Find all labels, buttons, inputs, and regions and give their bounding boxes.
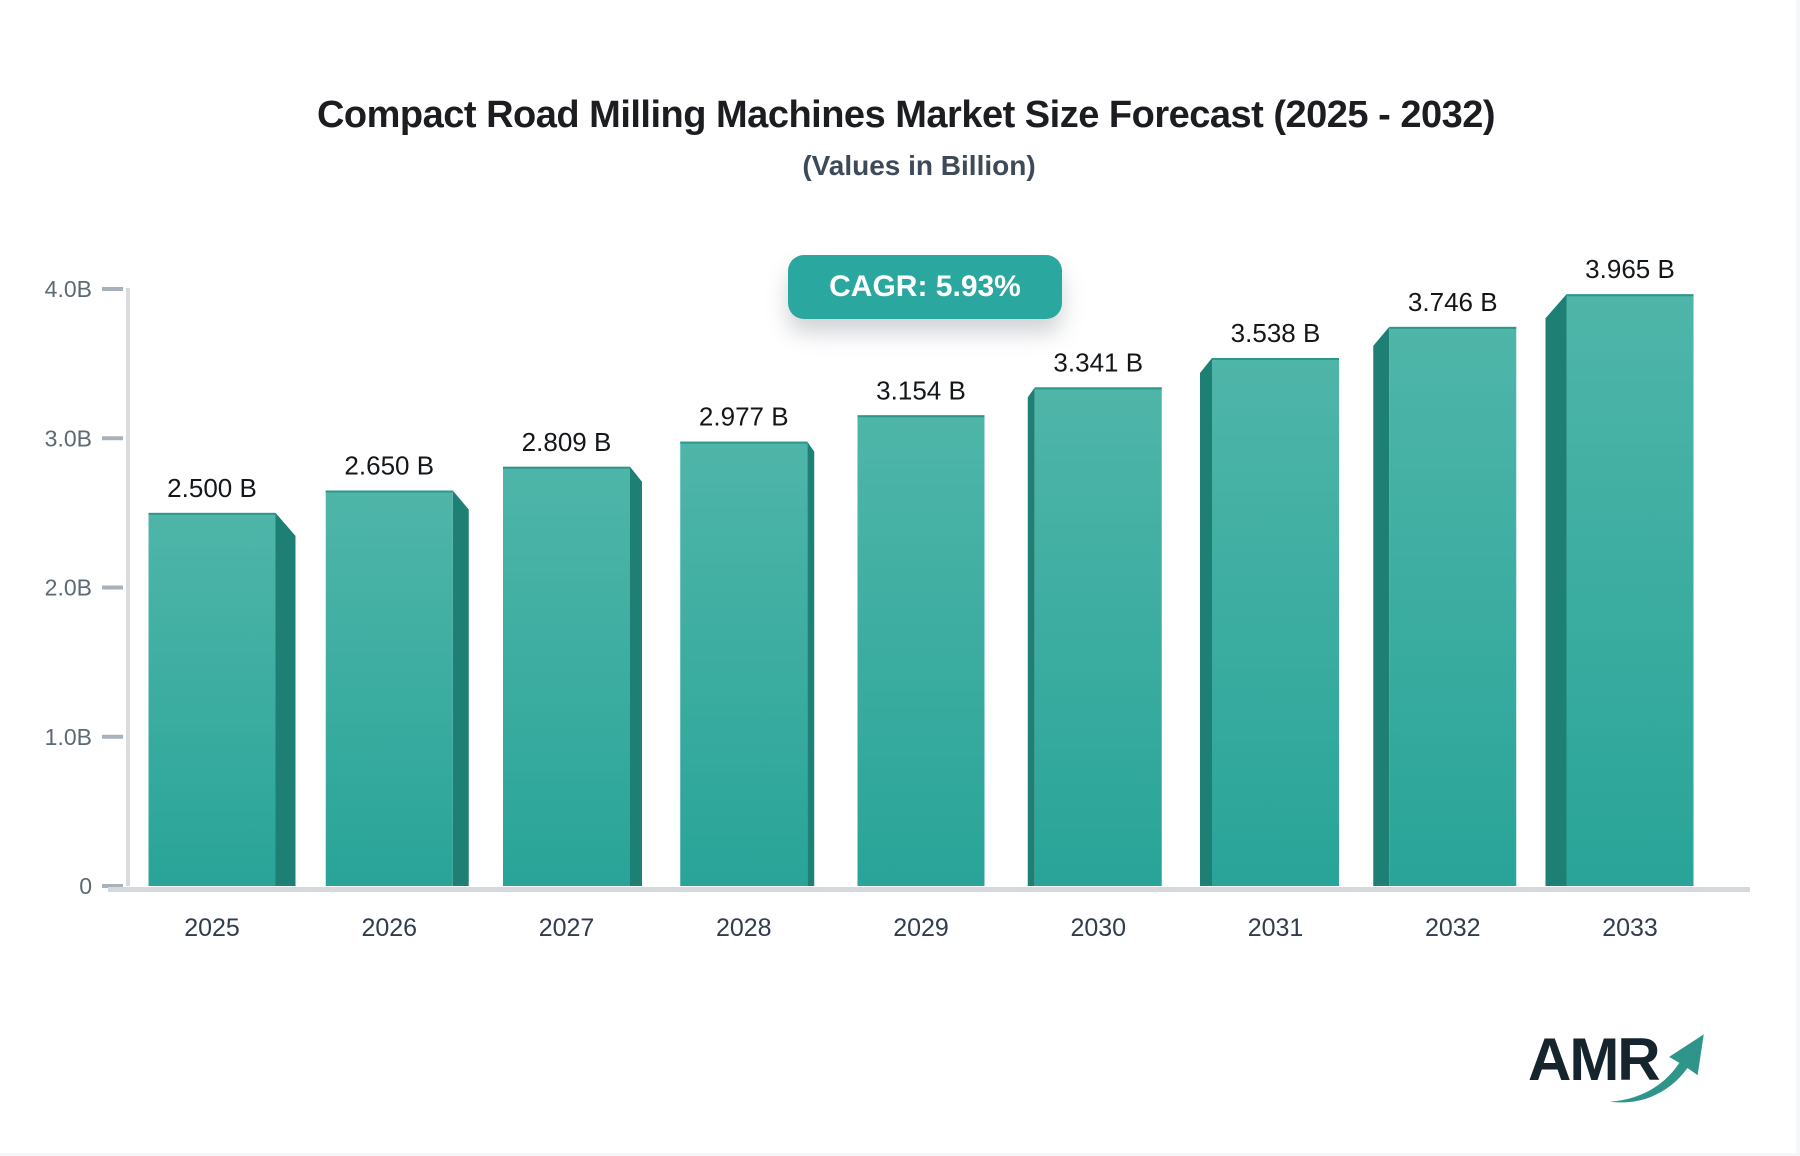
bar-2028 [680,441,808,886]
bar-2031 [1212,357,1339,886]
bar-side-panel [1373,326,1390,886]
y-axis-label: 4.0B [45,276,92,302]
bar-value-label: 3.746 B [1408,287,1498,317]
bar-2030 [1034,387,1162,886]
x-axis-label: 2026 [361,914,417,942]
bar-side-panel [452,490,469,886]
bar-side-panel [1200,357,1212,886]
amr-logo-text: AMR [1528,1026,1661,1093]
bar-2026 [325,490,453,886]
x-axis-label: 2029 [893,914,949,942]
bar-side-panel [807,441,815,886]
bar-side-panel [630,466,642,886]
bar-value-label: 3.538 B [1231,318,1321,348]
bar-value-label: 3.965 B [1585,254,1675,284]
y-axis-label: 0 [79,873,92,899]
cagr-badge: CAGR: 5.93% [788,255,1062,319]
bar-value-label: 2.650 B [344,450,434,480]
amr-logo: AMR [1528,1030,1728,1120]
bar-side-panel [275,512,296,886]
x-axis-label: 2025 [184,914,240,942]
bar-2025 [148,512,276,886]
y-axis-label: 2.0B [45,575,92,601]
x-axis-label: 2028 [716,914,772,942]
y-axis-tick [102,734,123,739]
bar-2032 [1389,326,1517,886]
x-axis-label: 2032 [1425,914,1481,942]
bar-value-label: 3.154 B [876,375,966,405]
bar-value-label: 2.500 B [167,473,257,503]
bar-value-label: 3.341 B [1053,347,1143,377]
bar-value-label: 2.809 B [522,427,612,457]
y-axis-label: 1.0B [45,724,92,750]
y-axis-tick [102,585,123,590]
bar-side-panel [1027,387,1035,886]
bar-side-panel [1545,294,1567,886]
page-title: Compact Road Milling Machines Market Siz… [316,94,1496,136]
y-axis-tick [102,884,123,888]
bar-value-label: 2.977 B [699,402,789,432]
bar-2029 [857,415,985,886]
bar-2027 [503,466,630,886]
x-axis-line [108,887,1750,892]
y-axis-line [126,288,130,886]
x-axis-label: 2031 [1248,914,1304,942]
growth-arrow-icon [1610,1034,1704,1103]
y-axis-label: 3.0B [45,425,92,451]
page-subtitle: (Values in Billion) [802,150,1036,181]
y-axis-tick [102,436,123,441]
x-axis-label: 2033 [1602,914,1658,942]
y-axis-tick [102,287,123,291]
bar-2033 [1566,294,1694,886]
x-axis-label: 2027 [539,914,595,942]
x-axis-label: 2030 [1070,914,1126,942]
